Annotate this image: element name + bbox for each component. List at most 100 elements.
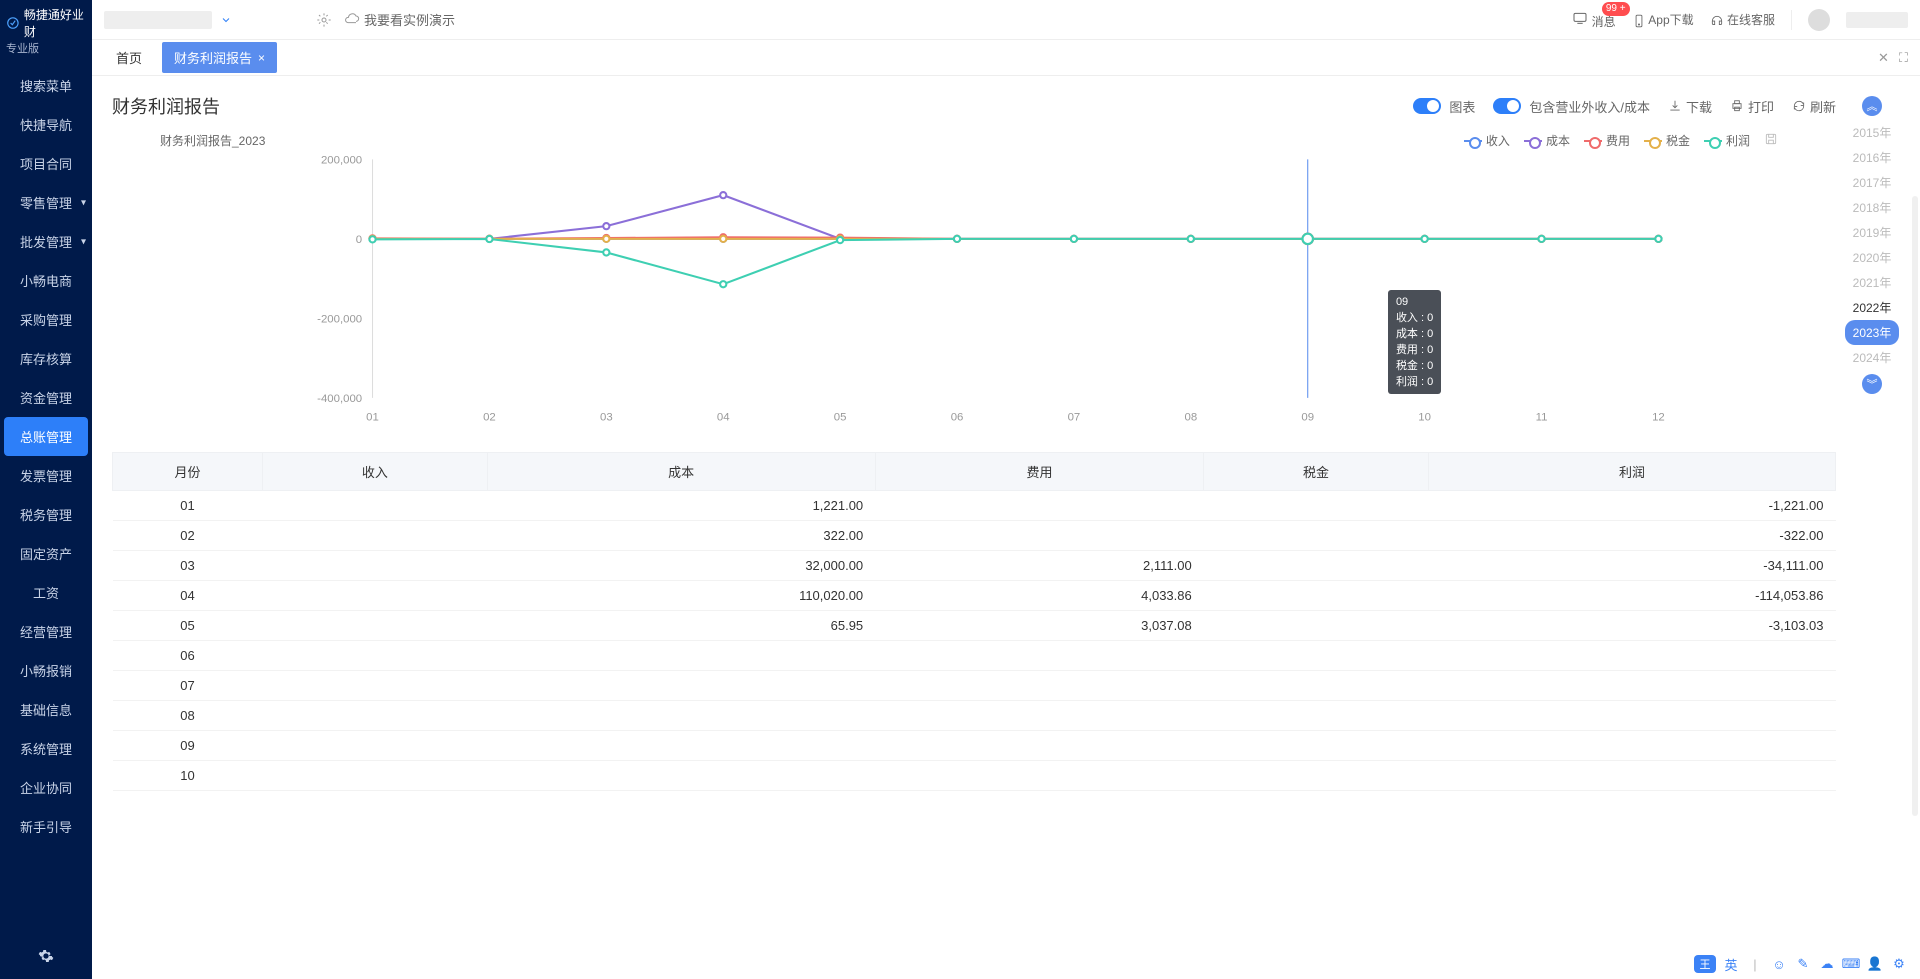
online-service-button[interactable]: 在线客服: [1710, 11, 1775, 28]
svg-text:0: 0: [356, 234, 362, 246]
svg-text:-200,000: -200,000: [317, 314, 362, 326]
ime-pill[interactable]: 王: [1694, 955, 1716, 973]
table-row: 10: [113, 761, 1836, 791]
year-item[interactable]: 2023年: [1845, 320, 1900, 345]
profit-table: 月份收入成本费用税金利润 011,221.00-1,221.0002322.00…: [112, 452, 1836, 791]
sidebar-item[interactable]: 搜索菜单: [0, 66, 92, 105]
chevron-down-icon: [220, 14, 232, 26]
sidebar-item[interactable]: 库存核算: [0, 339, 92, 378]
print-icon: [1730, 99, 1744, 113]
ime-user-icon[interactable]: 👤: [1866, 955, 1884, 973]
toggle-include[interactable]: 包含营业外收入/成本: [1493, 97, 1650, 116]
sidebar-item[interactable]: 固定资产: [0, 534, 92, 573]
demo-link[interactable]: 我要看实例演示: [344, 10, 455, 29]
settings-icon[interactable]: [0, 936, 92, 979]
sidebar-item[interactable]: 项目合同: [0, 144, 92, 183]
download-button[interactable]: 下载: [1668, 97, 1712, 116]
chevron-down-icon: ▾: [81, 236, 86, 247]
tab-close-all-icon[interactable]: ✕: [1878, 50, 1889, 66]
year-item[interactable]: 2019年: [1845, 220, 1900, 245]
header: xxxxxxxx 我要看实例演示 消息 99 + App下载: [92, 0, 1920, 40]
scrollbar[interactable]: [1912, 196, 1918, 816]
sidebar-item[interactable]: 小畅报销: [0, 651, 92, 690]
message-badge: 99 +: [1602, 2, 1630, 16]
legend-item[interactable]: 税金: [1644, 132, 1690, 149]
year-item[interactable]: 2024年: [1845, 345, 1900, 370]
legend-item[interactable]: 收入: [1464, 132, 1510, 149]
table-header: 费用: [875, 453, 1204, 491]
sidebar-item[interactable]: 企业协同: [0, 768, 92, 807]
sidebar-item[interactable]: 新手引导: [0, 807, 92, 846]
table-header: 月份: [113, 453, 263, 491]
tab[interactable]: 首页: [104, 42, 154, 73]
year-item[interactable]: 2020年: [1845, 245, 1900, 270]
message-icon: [1572, 10, 1588, 26]
sidebar-item[interactable]: 基础信息: [0, 690, 92, 729]
svg-text:07: 07: [1068, 412, 1081, 424]
year-item[interactable]: 2022年: [1845, 295, 1900, 320]
sidebar-item[interactable]: 资金管理: [0, 378, 92, 417]
table-header: 税金: [1204, 453, 1429, 491]
gear-icon[interactable]: [316, 12, 332, 28]
legend-item[interactable]: 利润: [1704, 132, 1750, 149]
table-header: 成本: [487, 453, 875, 491]
ime-emoji-icon[interactable]: ☺: [1770, 955, 1788, 973]
sidebar-item[interactable]: 小畅电商: [0, 261, 92, 300]
sidebar-item[interactable]: 税务管理: [0, 495, 92, 534]
table-row: 011,221.00-1,221.00: [113, 491, 1836, 521]
ime-lang[interactable]: 英: [1722, 955, 1740, 973]
table-row: 02322.00-322.00: [113, 521, 1836, 551]
year-item[interactable]: 2016年: [1845, 145, 1900, 170]
year-down-button[interactable]: ︾: [1862, 374, 1882, 394]
year-item[interactable]: 2018年: [1845, 195, 1900, 220]
ime-gear-icon[interactable]: ⚙: [1890, 955, 1908, 973]
toggle-chart[interactable]: 图表: [1413, 97, 1475, 116]
year-item[interactable]: 2017年: [1845, 170, 1900, 195]
legend-item[interactable]: 成本: [1524, 132, 1570, 149]
username[interactable]: xxxx: [1846, 12, 1908, 28]
sidebar: 畅捷通好业财 专业版 搜索菜单快捷导航项目合同零售管理▾批发管理▾小畅电商采购管…: [0, 0, 92, 979]
ime-edit-icon[interactable]: ✎: [1794, 955, 1812, 973]
sidebar-item[interactable]: 总账管理: [4, 417, 88, 456]
svg-text:01: 01: [366, 412, 379, 424]
sidebar-item[interactable]: 零售管理▾: [0, 183, 92, 222]
svg-text:04: 04: [717, 412, 730, 424]
sidebar-item[interactable]: 发票管理: [0, 456, 92, 495]
ime-cloud-icon[interactable]: ☁: [1818, 955, 1836, 973]
app-download-button[interactable]: App下载: [1632, 11, 1694, 28]
table-row: 08: [113, 701, 1836, 731]
avatar[interactable]: [1808, 9, 1830, 31]
org-selector[interactable]: xxxxxxxx: [104, 11, 304, 29]
sidebar-item[interactable]: 系统管理: [0, 729, 92, 768]
chart-canvas[interactable]: 200,0000-200,000-400,0000102030405060708…: [112, 149, 1836, 429]
year-item[interactable]: 2015年: [1845, 120, 1900, 145]
print-button[interactable]: 打印: [1730, 97, 1774, 116]
table-row: 0332,000.002,111.00-34,111.00: [113, 551, 1836, 581]
svg-text:03: 03: [600, 412, 613, 424]
year-up-button[interactable]: ︽: [1862, 96, 1882, 116]
table-row: 09: [113, 731, 1836, 761]
svg-text:08: 08: [1184, 412, 1197, 424]
refresh-button[interactable]: 刷新: [1792, 97, 1836, 116]
fullscreen-icon[interactable]: ⛶: [1899, 50, 1908, 66]
table-header: 利润: [1428, 453, 1835, 491]
table-header: 收入: [263, 453, 488, 491]
sidebar-item[interactable]: 批发管理▾: [0, 222, 92, 261]
download-icon: [1668, 99, 1682, 113]
year-rail: ︽ 2015年2016年2017年2018年2019年2020年2021年202…: [1844, 86, 1900, 979]
svg-text:05: 05: [834, 412, 847, 424]
messages-button[interactable]: 消息 99 +: [1572, 10, 1615, 30]
ime-keyboard-icon[interactable]: ⌨: [1842, 955, 1860, 973]
close-icon[interactable]: ×: [258, 51, 265, 65]
refresh-icon: [1792, 99, 1806, 113]
save-chart-icon[interactable]: [1764, 132, 1778, 149]
year-item[interactable]: 2021年: [1845, 270, 1900, 295]
sidebar-item[interactable]: 经营管理: [0, 612, 92, 651]
svg-text:10: 10: [1418, 412, 1431, 424]
sidebar-item[interactable]: 工资: [0, 573, 92, 612]
tabs-bar: 首页财务利润报告× ✕ ⛶: [92, 40, 1920, 76]
legend-item[interactable]: 费用: [1584, 132, 1630, 149]
sidebar-item[interactable]: 采购管理: [0, 300, 92, 339]
sidebar-item[interactable]: 快捷导航: [0, 105, 92, 144]
tab[interactable]: 财务利润报告×: [162, 42, 277, 73]
